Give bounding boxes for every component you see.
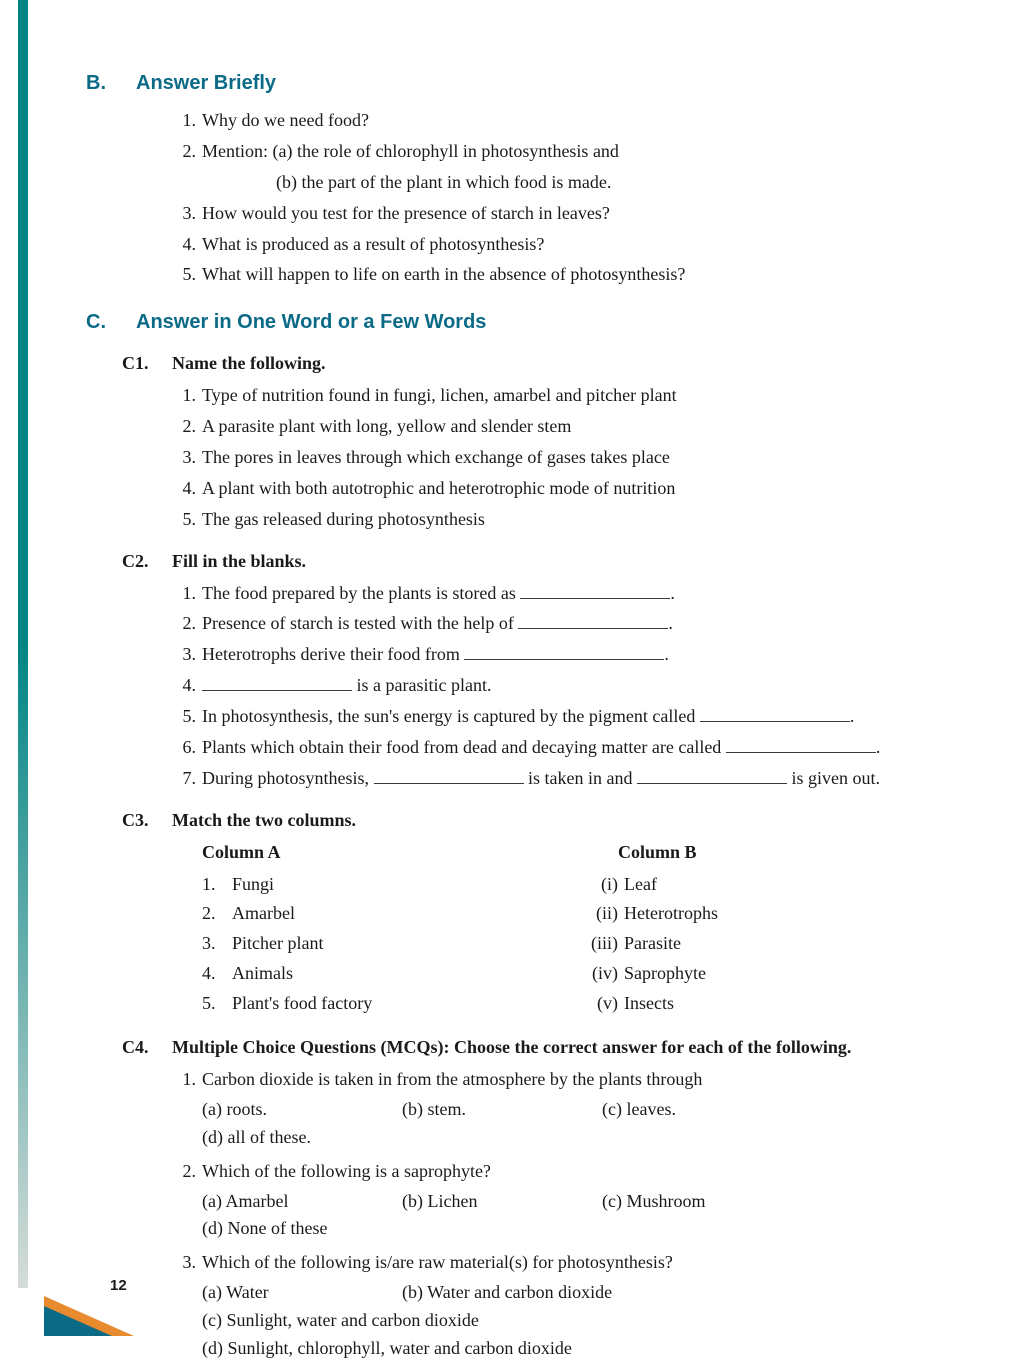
c1-list: 1.Type of nutrition found in fungi, lich… <box>172 382 954 533</box>
match-row: 3.Pitcher plant <box>202 930 578 958</box>
blank <box>202 690 352 691</box>
section-c-title: Answer in One Word or a Few Words <box>136 307 486 338</box>
c4-block: C4. Multiple Choice Questions (MCQs): Ch… <box>122 1034 954 1363</box>
c1-heading: C1. Name the following. <box>122 350 954 378</box>
section-b: B. Answer Briefly 1.Why do we need food?… <box>86 68 954 289</box>
page-number: 12 <box>110 1274 127 1297</box>
c2-block: C2. Fill in the blanks. 1.The food prepa… <box>122 548 954 793</box>
list-item: 5.The gas released during photosynthesis <box>172 506 954 534</box>
match-row: (v)Insects <box>578 990 954 1018</box>
list-item: 3.How would you test for the presence of… <box>172 200 954 228</box>
mcq-options: (a) Amarbel (b) Lichen (c) Mushroom (d) … <box>202 1188 954 1244</box>
mcq-question: 1.Carbon dioxide is taken in from the at… <box>172 1066 954 1094</box>
c3-heading: C3. Match the two columns. <box>122 807 954 835</box>
list-item: (b) the part of the plant in which food … <box>172 169 954 197</box>
blank <box>520 598 670 599</box>
match-row: 5.Plant's food factory <box>202 990 578 1018</box>
match-row: (iv)Saprophyte <box>578 960 954 988</box>
blank <box>518 628 668 629</box>
blank <box>637 783 787 784</box>
list-item: 4.A plant with both autotrophic and hete… <box>172 475 954 503</box>
section-b-letter: B. <box>86 68 136 99</box>
section-c-letter: C. <box>86 307 136 338</box>
left-accent-bar <box>18 0 28 1288</box>
c2-list: 1.The food prepared by the plants is sto… <box>172 580 954 793</box>
list-item: 6.Plants which obtain their food from de… <box>172 734 954 762</box>
blank <box>700 721 850 722</box>
c2-heading: C2. Fill in the blanks. <box>122 548 954 576</box>
c1-block: C1. Name the following. 1.Type of nutrit… <box>122 350 954 533</box>
mcq-question: 2.Which of the following is a saprophyte… <box>172 1158 954 1186</box>
mcq-options: (a) Water (b) Water and carbon dioxide (… <box>202 1279 954 1363</box>
section-c: C. Answer in One Word or a Few Words C1.… <box>86 307 954 1363</box>
list-item: 4.What is produced as a result of photos… <box>172 231 954 259</box>
list-item: 1.Type of nutrition found in fungi, lich… <box>172 382 954 410</box>
list-item: 7.During photosynthesis, is taken in and… <box>172 765 954 793</box>
list-item: 4. is a parasitic plant. <box>172 672 954 700</box>
c4-heading: C4. Multiple Choice Questions (MCQs): Ch… <box>122 1034 954 1062</box>
match-columns: Column A 1.Fungi 2.Amarbel 3.Pitcher pla… <box>202 839 954 1020</box>
blank <box>726 752 876 753</box>
match-row: (iii)Parasite <box>578 930 954 958</box>
page-content: B. Answer Briefly 1.Why do we need food?… <box>0 0 1024 1363</box>
list-item: 1.The food prepared by the plants is sto… <box>172 580 954 608</box>
mcq-options: (a) roots. (b) stem. (c) leaves. (d) all… <box>202 1096 954 1152</box>
section-b-title: Answer Briefly <box>136 68 276 99</box>
mcq-question: 3.Which of the following is/are raw mate… <box>172 1249 954 1277</box>
list-item: 3.Heterotrophs derive their food from . <box>172 641 954 669</box>
c3-block: C3. Match the two columns. Column A 1.Fu… <box>122 807 954 1020</box>
section-c-heading: C. Answer in One Word or a Few Words <box>86 307 954 338</box>
list-item: 2.Mention: (a) the role of chlorophyll i… <box>172 138 954 166</box>
match-row: 4.Animals <box>202 960 578 988</box>
blank <box>374 783 524 784</box>
match-row: (i)Leaf <box>578 871 954 899</box>
section-b-heading: B. Answer Briefly <box>86 68 954 99</box>
column-a: Column A 1.Fungi 2.Amarbel 3.Pitcher pla… <box>202 839 578 1020</box>
list-item: 3.The pores in leaves through which exch… <box>172 444 954 472</box>
list-item: 5.What will happen to life on earth in t… <box>172 261 954 289</box>
blank <box>464 659 664 660</box>
list-item: 2.A parasite plant with long, yellow and… <box>172 413 954 441</box>
list-item: 5.In photosynthesis, the sun's energy is… <box>172 703 954 731</box>
mcq-list: 1.Carbon dioxide is taken in from the at… <box>172 1066 954 1363</box>
column-b: Column B (i)Leaf (ii)Heterotrophs (iii)P… <box>578 839 954 1020</box>
list-item: 1.Why do we need food? <box>172 107 954 135</box>
match-row: 1.Fungi <box>202 871 578 899</box>
match-row: (ii)Heterotrophs <box>578 900 954 928</box>
match-row: 2.Amarbel <box>202 900 578 928</box>
list-item: 2.Presence of starch is tested with the … <box>172 610 954 638</box>
section-b-list: 1.Why do we need food? 2.Mention: (a) th… <box>172 107 954 289</box>
